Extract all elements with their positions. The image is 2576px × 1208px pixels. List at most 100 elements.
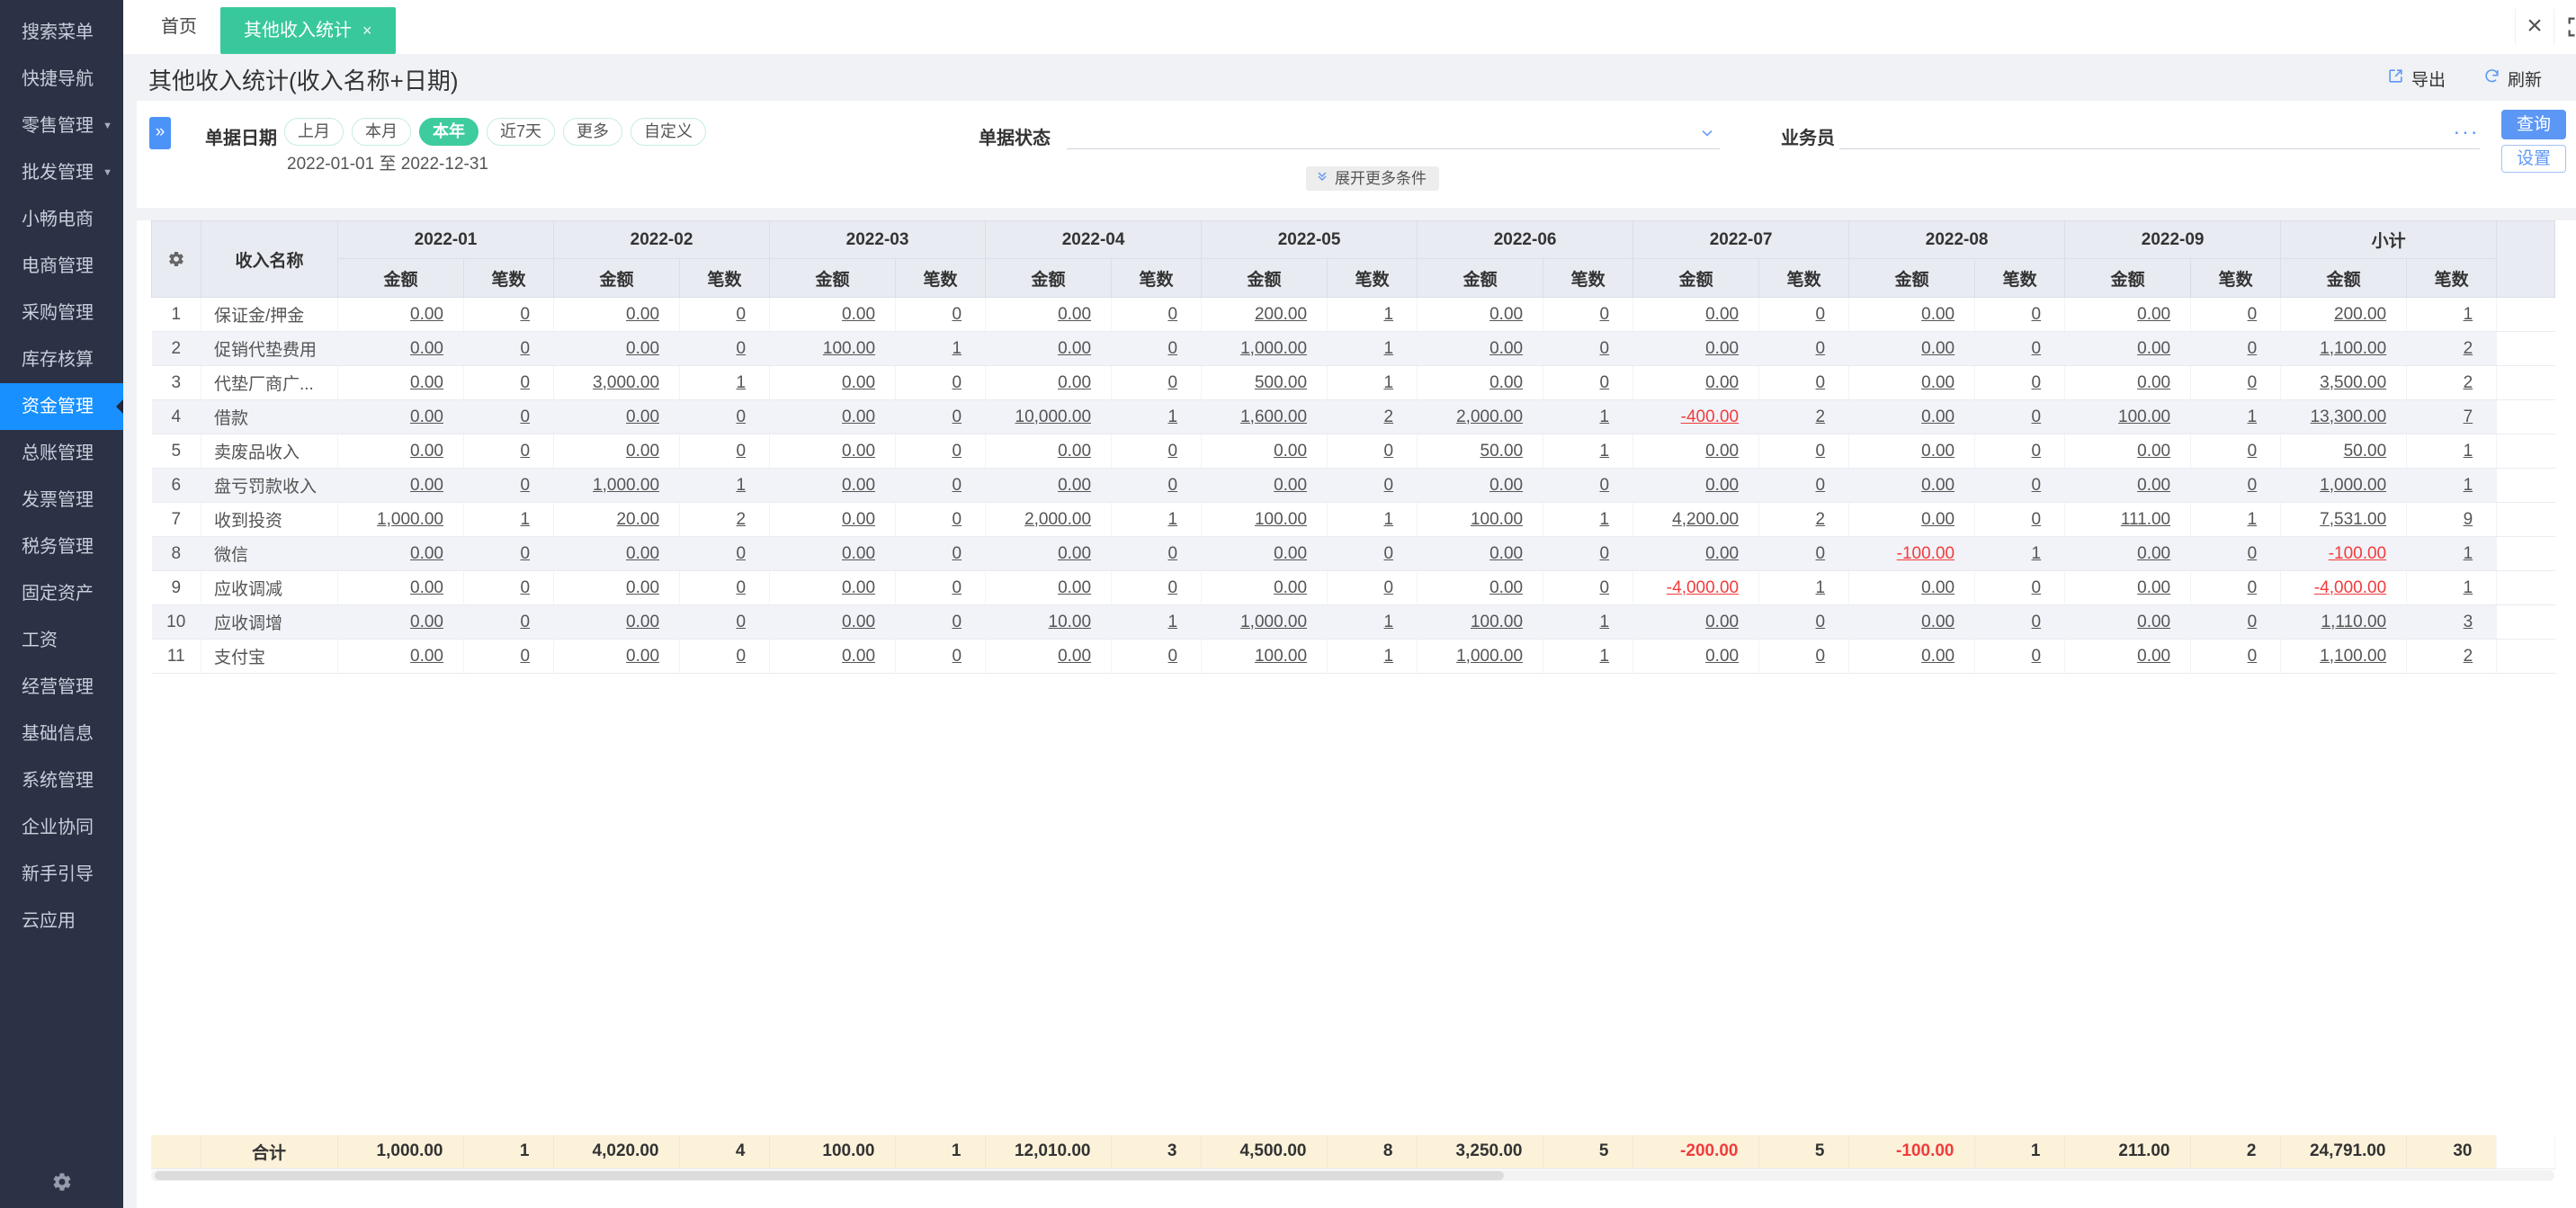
collapse-filter-button[interactable]: » [149,117,171,149]
count-link[interactable]: 1 [2247,407,2258,426]
sidebar-item[interactable]: 系统管理 [0,757,123,804]
count-link[interactable]: 0 [520,407,531,426]
amount-link[interactable]: 1,000.00 [1456,646,1524,666]
count-link[interactable]: 0 [520,475,531,495]
amount-link[interactable]: 1,000.00 [593,475,660,495]
amount-link[interactable]: 0.00 [1921,407,1955,426]
count-link[interactable]: 0 [2247,441,2258,461]
count-link[interactable]: 0 [736,543,747,563]
count-link[interactable]: 0 [1167,475,1178,495]
amount-link[interactable]: 0.00 [626,407,660,426]
amount-link[interactable]: 0.00 [1058,543,1092,563]
fullscreen-icon[interactable] [2565,14,2576,40]
amount-link[interactable]: 1,110.00 [2321,612,2387,631]
amount-link[interactable]: 0.00 [1921,372,1955,392]
status-select[interactable] [1067,117,1720,149]
count-link[interactable]: 0 [2031,441,2042,461]
count-link[interactable]: 0 [952,577,962,597]
query-button[interactable]: 查询 [2501,110,2566,139]
amount-link[interactable]: 0.00 [842,543,876,563]
refresh-button[interactable]: 刷新 [2483,67,2542,91]
sidebar-item[interactable]: 采购管理 [0,290,123,336]
count-link[interactable]: 2 [2463,646,2473,666]
amount-link[interactable]: 0.00 [410,543,443,563]
amount-link[interactable]: 50.00 [1480,441,1524,461]
amount-link[interactable]: 0.00 [2137,475,2171,495]
amount-link[interactable]: 0.00 [1705,612,1740,631]
scrollbar-thumb[interactable] [155,1171,1504,1180]
count-link[interactable]: 2 [1383,407,1394,426]
count-link[interactable]: 3 [2463,612,2473,631]
horizontal-scrollbar[interactable] [151,1170,2554,1181]
count-link[interactable]: 0 [1599,338,1610,358]
amount-link[interactable]: 0.00 [410,577,443,597]
count-link[interactable]: 0 [2247,646,2258,666]
count-link[interactable]: 1 [2031,543,2042,563]
amount-link[interactable]: 3,000.00 [593,372,660,392]
count-link[interactable]: 0 [1599,304,1610,324]
amount-link[interactable]: 0.00 [842,475,876,495]
count-link[interactable]: 0 [1815,338,1826,358]
count-link[interactable]: 0 [736,577,747,597]
amount-link[interactable]: 0.00 [842,509,876,529]
sidebar-item[interactable]: 零售管理 ▼ [0,103,123,149]
count-link[interactable]: 0 [1599,577,1610,597]
date-option-pill[interactable]: 本年 [419,118,479,146]
count-link[interactable]: 0 [2247,338,2258,358]
count-link[interactable]: 0 [2031,475,2042,495]
count-link[interactable]: 1 [1167,407,1178,426]
export-button[interactable]: 导出 [2387,67,2446,91]
amount-link[interactable]: 0.00 [1705,475,1740,495]
amount-link[interactable]: 3,500.00 [2320,372,2387,392]
amount-link[interactable]: 1,100.00 [2320,338,2387,358]
amount-link[interactable]: 2,000.00 [1456,407,1524,426]
count-link[interactable]: 0 [736,441,747,461]
amount-link[interactable]: 0.00 [410,372,443,392]
amount-link[interactable]: 0.00 [2137,372,2171,392]
amount-link[interactable]: 0.00 [1921,577,1955,597]
count-link[interactable]: 2 [736,509,747,529]
count-link[interactable]: 0 [2031,509,2042,529]
tab[interactable]: 其他收入统计 × [220,7,396,54]
count-link[interactable]: 2 [2463,372,2473,392]
count-link[interactable]: 0 [1167,577,1178,597]
amount-link[interactable]: -400.00 [1680,407,1740,426]
count-link[interactable]: 0 [520,441,531,461]
count-link[interactable]: 0 [1599,475,1610,495]
amount-link[interactable]: 0.00 [1705,304,1740,324]
amount-link[interactable]: 0.00 [1274,577,1308,597]
count-link[interactable]: 0 [520,543,531,563]
count-link[interactable]: 0 [1815,441,1826,461]
count-link[interactable]: 0 [736,612,747,631]
sidebar-item[interactable]: 发票管理 [0,477,123,523]
amount-link[interactable]: 50.00 [2343,441,2387,461]
count-link[interactable]: 0 [520,577,531,597]
amount-link[interactable]: 1,600.00 [1240,407,1308,426]
count-link[interactable]: 1 [1383,612,1394,631]
sidebar-item[interactable]: 搜索菜单 [0,9,123,56]
date-option-pill[interactable]: 上月 [284,118,344,146]
more-filters-ellipsis[interactable]: ... [2454,115,2481,139]
count-link[interactable]: 9 [2463,509,2473,529]
amount-link[interactable]: 0.00 [842,304,876,324]
amount-link[interactable]: 0.00 [410,475,443,495]
date-option-pill[interactable]: 自定义 [631,118,707,146]
count-link[interactable]: 1 [1383,304,1394,324]
amount-link[interactable]: 13,300.00 [2310,407,2387,426]
count-link[interactable]: 0 [952,646,962,666]
amount-link[interactable]: 7,531.00 [2320,509,2387,529]
amount-link[interactable]: 0.00 [842,407,876,426]
amount-link[interactable]: 0.00 [1274,441,1308,461]
amount-link[interactable]: 0.00 [2137,646,2171,666]
count-link[interactable]: 0 [952,407,962,426]
amount-link[interactable]: 0.00 [626,646,660,666]
amount-link[interactable]: 0.00 [1921,441,1955,461]
count-link[interactable]: 0 [1383,577,1394,597]
amount-link[interactable]: 0.00 [1489,475,1524,495]
count-link[interactable]: 0 [1167,543,1178,563]
sidebar-item[interactable]: 总账管理 [0,430,123,477]
count-link[interactable]: 1 [2463,441,2473,461]
sidebar-item[interactable]: 工资 [0,617,123,664]
amount-link[interactable]: 1,100.00 [2320,646,2387,666]
count-link[interactable]: 1 [1167,509,1178,529]
